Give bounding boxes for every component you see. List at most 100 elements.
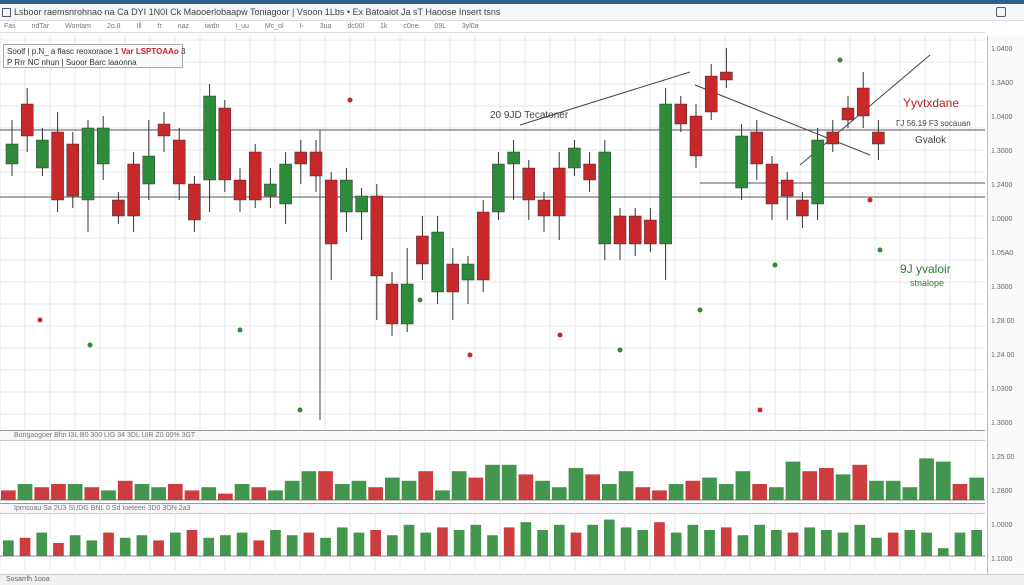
volume1-bar [34, 487, 50, 500]
annotation-title: Yyvtxdane [903, 96, 960, 110]
price-axis-label: 1.3A00 [991, 80, 1014, 87]
candle-down [552, 167, 566, 217]
volume2-bar [119, 537, 131, 556]
candle-down [780, 179, 794, 197]
volume2-bar [169, 532, 181, 556]
price-axis-label: 1.2800 [991, 488, 1013, 495]
volume2-bar [871, 537, 882, 556]
scatter-dot [877, 247, 883, 253]
volume1-bar [668, 484, 684, 500]
volume1-bar [501, 464, 517, 500]
green-annotation-sub: stnalope [910, 278, 945, 288]
volume2-bar [36, 532, 48, 556]
candle-down [309, 151, 323, 177]
volume1-bar [218, 493, 233, 500]
volume2-bar [720, 527, 732, 556]
window-title: Lsboor raemsnrohnao na Ca DYI 1N0I Ck Ma… [14, 7, 501, 17]
candle-down [218, 107, 232, 181]
volume2-bar [136, 535, 148, 556]
candle-down [720, 71, 733, 81]
app-icon [2, 8, 11, 17]
candle-down [644, 219, 657, 245]
candle-down [385, 283, 399, 325]
volume1-bar [435, 490, 450, 500]
volume2-bar [620, 527, 632, 556]
volume1-bar [301, 471, 317, 500]
volume2-bar [220, 535, 231, 556]
candle-down [765, 163, 779, 205]
volume1-bar [819, 468, 834, 500]
price-axis-label: 1.3000 [991, 420, 1013, 427]
candle-up [507, 151, 520, 165]
volume-panel-2-header: Iprnsoau Sa 2U3 SUDG BNL 0 Sd Ioeteen 3D… [0, 503, 985, 514]
volume1-bar [969, 477, 984, 500]
volume1-bar [919, 458, 934, 500]
candle-down [583, 163, 596, 181]
toolbox-line2[interactable]: P Rrr NC nhun | Suoor Barc laaonna [7, 58, 137, 67]
candle-up [264, 183, 277, 197]
candle-down [613, 215, 627, 245]
candle-up [659, 103, 672, 245]
volume1-bar [67, 484, 83, 500]
candle-up [598, 151, 612, 245]
candle-down [66, 143, 80, 197]
volume2-bar [921, 532, 932, 556]
volume1-bar [585, 474, 601, 500]
window-control-icon[interactable] [996, 7, 1006, 17]
scatter-dot [87, 342, 93, 348]
title-bar: Lsboor raemsnrohnao na Ca DYI 1N0I Ck Ma… [0, 4, 1024, 21]
scatter-dot [297, 407, 303, 413]
scatter-dot [867, 197, 873, 203]
candle-down [537, 199, 551, 217]
volume2-bar [203, 537, 215, 556]
price-axis-label: 1.3000 [991, 148, 1013, 155]
volume1-bar [1, 490, 16, 500]
volume2-bar [821, 530, 832, 556]
volume2-bar [520, 522, 532, 556]
scatter-dot [837, 57, 843, 63]
candle-down [20, 103, 34, 137]
price-axis[interactable]: 1.0400 1.3A00 1.0400 1.3000 1.2400 1.0000 1.05… [987, 36, 1024, 576]
toolbox-suffix: 3 [181, 47, 186, 56]
candle-up [811, 139, 824, 205]
volume1-bar [635, 487, 651, 500]
volume1-bar [468, 477, 484, 500]
menu-bar[interactable]: Fas ndTar Wontam 2o.8 Ill fr naz iwdn I_… [0, 21, 985, 33]
volume1-bar [735, 471, 751, 500]
volume1-bar [852, 464, 868, 500]
candle-down [324, 179, 338, 245]
candle-up [5, 143, 19, 165]
toolbox-highlight[interactable]: Var LSPTOAAo [121, 47, 179, 56]
volume1-bar [718, 484, 734, 500]
annotation-note: Gvalok [915, 135, 947, 146]
price-axis-label: 1.0000 [991, 216, 1013, 223]
volume2-bar [453, 530, 465, 556]
volume1-bar [485, 464, 500, 500]
volume1-bar [652, 490, 667, 500]
candle-down [370, 195, 384, 277]
scatter-dot [347, 97, 353, 103]
volume1-bar [351, 480, 367, 500]
price-axis-label: 1.28 00 [991, 318, 1015, 325]
candle-up [735, 135, 748, 189]
volume2-bar [253, 540, 265, 556]
volume2-bar [670, 532, 682, 556]
volume2-bar [704, 530, 715, 556]
volume2-bar [487, 535, 498, 556]
volume2-bar [386, 535, 398, 556]
volume1-bar [802, 471, 818, 500]
price-axis-label: 1.0400 [991, 114, 1013, 121]
candle-down [750, 131, 764, 165]
volume1-bar [902, 487, 918, 500]
drawing-toolbox[interactable]: Soolf | p.N_ a flasc reoxoraoe 1 Var LSP… [3, 44, 186, 68]
volume2-bar [937, 548, 949, 556]
volume1-bar [334, 484, 350, 500]
volume1-bar [184, 490, 200, 500]
scatter-dot [772, 262, 778, 268]
volume2-bar [303, 532, 315, 556]
candle-down [294, 151, 308, 165]
price-axis-label: 1.05A0 [991, 250, 1014, 257]
candle-down [704, 75, 718, 113]
volume2-bar [270, 530, 281, 556]
